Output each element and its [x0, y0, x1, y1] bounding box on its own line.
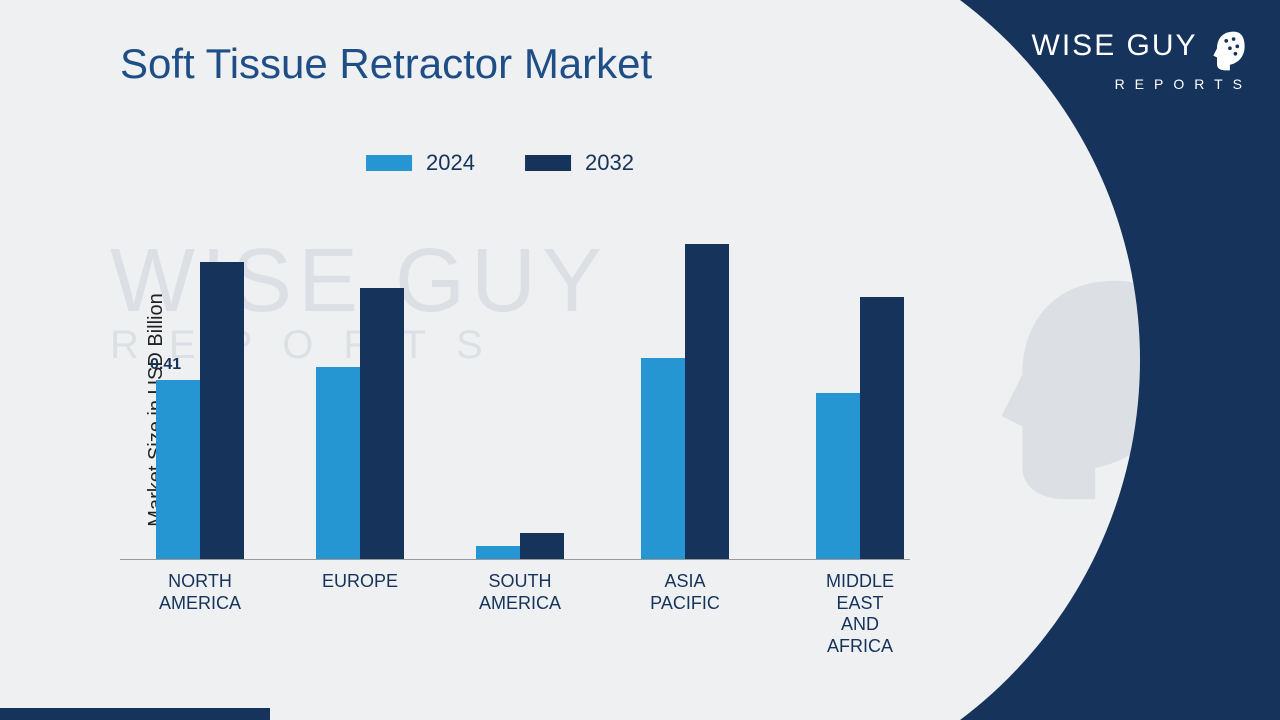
- legend-swatch-2024: [366, 155, 412, 171]
- chart-title: Soft Tissue Retractor Market: [120, 40, 652, 88]
- legend-label-2032: 2032: [585, 150, 634, 176]
- x-axis-category-label: MIDDLEEASTANDAFRICA: [795, 571, 925, 657]
- x-axis-category-label: ASIAPACIFIC: [620, 571, 750, 614]
- brain-head-icon: [1206, 28, 1252, 74]
- brand-line1: WISE GUY: [1032, 29, 1198, 62]
- bottom-accent-bar: [0, 708, 270, 720]
- bar-2024: [816, 393, 860, 559]
- bar-2032: [360, 288, 404, 559]
- legend: 2024 2032: [366, 150, 634, 176]
- bar-2024: [641, 358, 685, 559]
- legend-swatch-2032: [525, 155, 571, 171]
- plot-region: 0.41: [120, 210, 910, 560]
- brand-logo: WISE GUY REPORTS: [1032, 28, 1252, 92]
- bar-group: [805, 297, 915, 560]
- bar-2032: [685, 244, 729, 559]
- legend-item-2024: 2024: [366, 150, 475, 176]
- legend-item-2032: 2032: [525, 150, 634, 176]
- bar-2032: [860, 297, 904, 560]
- bar-group: [630, 244, 740, 559]
- right-panel: [960, 0, 1280, 720]
- bar-2024: [476, 546, 520, 559]
- x-axis-labels: NORTHAMERICA EUROPE SOUTHAMERICA ASIAPACIFI…: [120, 565, 910, 670]
- x-axis-category-label: NORTHAMERICA: [135, 571, 265, 614]
- bar-2024: [316, 367, 360, 560]
- legend-label-2024: 2024: [426, 150, 475, 176]
- x-axis-category-label: SOUTHAMERICA: [455, 571, 585, 614]
- x-axis-category-label: EUROPE: [295, 571, 425, 593]
- bar-value-label: 0.41: [150, 356, 181, 374]
- bar-2032: [520, 533, 564, 559]
- bar-2024: 0.41: [156, 380, 200, 559]
- bar-group: 0.41: [145, 262, 255, 560]
- bar-group: [465, 533, 575, 559]
- brand-line2: REPORTS: [1032, 76, 1252, 92]
- chart-area: Market Size in USD Billion 2024 2032 0.4…: [90, 150, 910, 670]
- bar-2032: [200, 262, 244, 560]
- bar-group: [305, 288, 415, 559]
